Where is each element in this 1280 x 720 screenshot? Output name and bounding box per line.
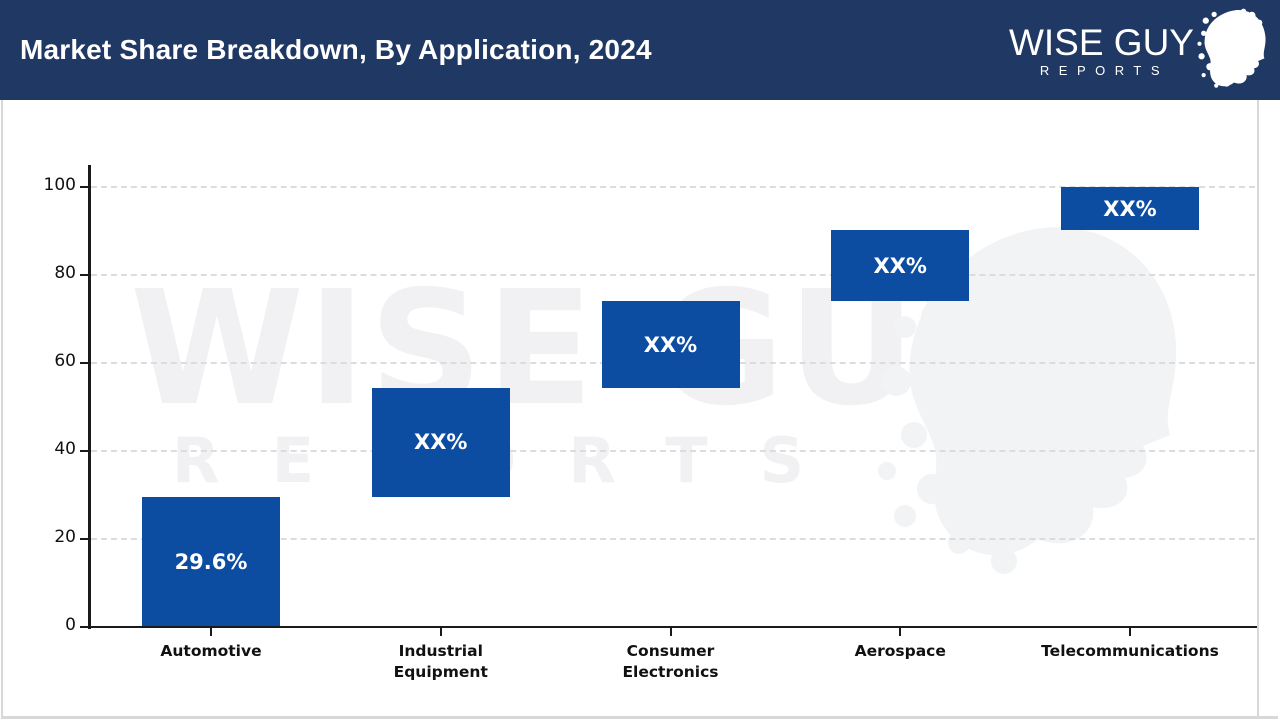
y-tick-label-100: 100	[43, 175, 76, 195]
y-tick-label-20: 20	[54, 527, 76, 547]
x-category-label-automotive: Automotive	[160, 642, 262, 660]
y-tick-label-0: 0	[65, 615, 76, 635]
bar-telecommunications: XX%	[1061, 187, 1199, 231]
bar-value-label-industrial-equipment: XX%	[414, 430, 468, 455]
gridline-20	[91, 538, 1255, 540]
bar-value-label-telecommunications: XX%	[1103, 196, 1157, 221]
frame-left	[1, 100, 3, 718]
watermark-head-icon	[878, 227, 1177, 574]
y-tick-100	[80, 186, 89, 188]
y-tick-80	[80, 274, 89, 276]
x-category-label-industrial-equipment: Industrial Equipment	[393, 642, 488, 681]
frame-right	[1257, 100, 1259, 718]
y-tick-0	[80, 626, 89, 628]
page-title: Market Share Breakdown, By Application, …	[20, 34, 652, 65]
logo-text: WISE GUY REPORTS	[1009, 24, 1194, 77]
x-category-label-consumer-electronics: Consumer Electronics	[622, 642, 719, 681]
logo-subtitle: REPORTS	[1039, 62, 1170, 78]
y-axis-line	[88, 165, 91, 629]
y-tick-40	[80, 450, 89, 452]
x-tick-automotive	[210, 628, 212, 636]
header-bar: Market Share Breakdown, By Application, …	[0, 0, 1280, 100]
x-category-label-aerospace: Aerospace	[854, 642, 946, 660]
bar-value-label-aerospace: XX%	[873, 253, 927, 278]
x-tick-telecommunications	[1129, 628, 1131, 636]
gridline-80	[91, 274, 1255, 276]
gridline-40	[91, 450, 1255, 452]
x-tick-industrial-equipment	[439, 628, 442, 636]
wise-guy-reports-logo: WISE GUY REPORTS	[1009, 6, 1270, 94]
y-tick-label-60: 60	[54, 351, 76, 371]
y-tick-60	[80, 362, 89, 364]
x-tick-consumer-electronics	[669, 628, 672, 636]
bar-industrial-equipment: XX%	[371, 388, 510, 497]
frame-bottom	[1, 716, 1278, 719]
bar-aerospace: XX%	[831, 230, 970, 301]
x-tick-aerospace	[899, 628, 902, 636]
x-axis-line	[88, 625, 1257, 628]
y-tick-label-40: 40	[54, 439, 76, 459]
bar-automotive: 29.6%	[142, 496, 280, 627]
bar-value-label-automotive: 29.6%	[174, 549, 248, 574]
y-tick-label-80: 80	[54, 263, 76, 283]
bar-value-label-consumer-electronics: XX%	[643, 332, 698, 357]
logo-head-icon	[1197, 8, 1266, 88]
x-category-label-telecommunications: Telecommunications	[1041, 642, 1219, 660]
bar-consumer-electronics: XX%	[601, 300, 740, 389]
logo-wordmark: WISE GUY	[1008, 21, 1194, 63]
y-tick-20	[80, 538, 89, 540]
gridline-100	[91, 186, 1255, 188]
